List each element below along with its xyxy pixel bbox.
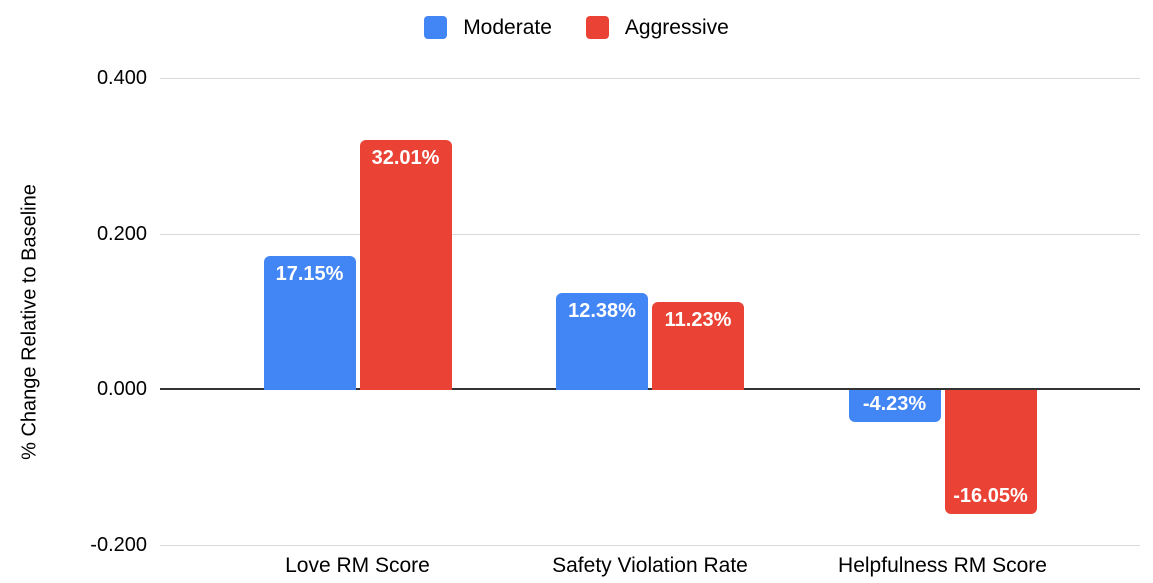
y-tick-label: 0.000 xyxy=(96,378,147,400)
bar-aggressive-2 xyxy=(652,301,744,390)
gridline xyxy=(160,78,1140,79)
category-label: Safety Violation Rate xyxy=(552,554,748,577)
legend-item-moderate: Moderate xyxy=(424,16,552,39)
gridline xyxy=(160,234,1140,235)
bar-value-label: 17.15% xyxy=(275,262,344,285)
bar-aggressive-1 xyxy=(359,140,452,390)
bar-moderate-2 xyxy=(556,292,648,390)
bar-moderate-1 xyxy=(263,255,356,390)
legend-swatch-icon xyxy=(585,16,609,39)
bar-value-label: 32.01% xyxy=(371,147,440,170)
y-tick-label: -0.200 xyxy=(90,534,147,556)
category-label: Helpfulness RM Score xyxy=(838,554,1047,577)
category-label: Love RM Score xyxy=(285,554,430,577)
bar-moderate-3 xyxy=(848,390,941,423)
bar-value-label: 12.38% xyxy=(568,299,636,322)
legend-item-aggressive: Aggressive xyxy=(585,16,729,39)
gridline xyxy=(160,545,1140,546)
legend-label: Aggressive xyxy=(624,16,729,39)
chart-legend: Moderate Aggressive xyxy=(0,16,1153,39)
bar-value-label: 11.23% xyxy=(664,308,732,331)
legend-swatch-icon xyxy=(424,16,448,39)
legend-label: Moderate xyxy=(463,16,552,39)
bar-value-label: -4.23% xyxy=(862,393,927,416)
y-tick-label: 0.200 xyxy=(96,223,147,245)
bar-aggressive-3 xyxy=(944,390,1037,515)
zero-axis-line xyxy=(160,388,1140,390)
y-tick-label: 0.400 xyxy=(96,67,147,89)
bar-value-label: -16.05% xyxy=(953,485,1028,508)
